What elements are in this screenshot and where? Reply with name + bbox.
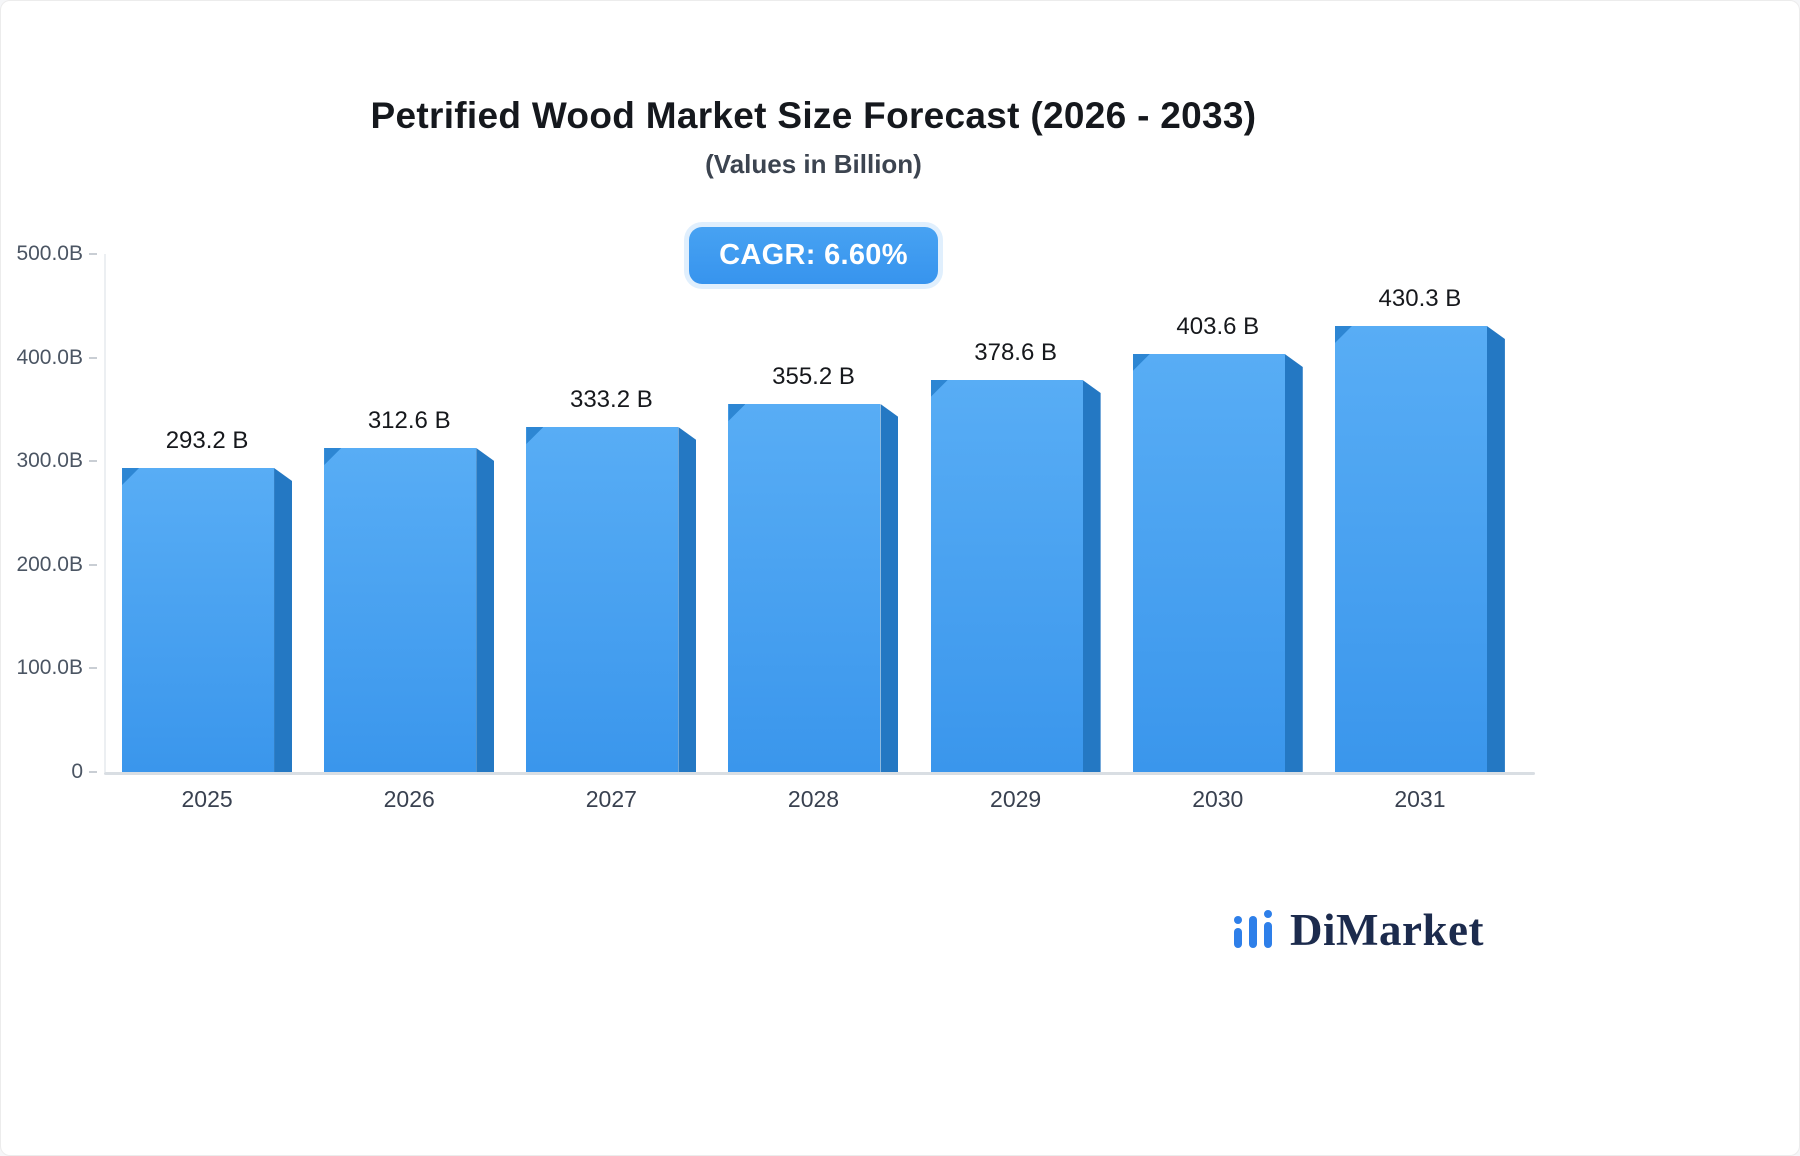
bars-layer: 293.2 B 312.6 B 333.2 B 355.2 B 378.6 B 403.6…	[106, 254, 1521, 772]
bar-2025[interactable]: 293.2 B	[122, 427, 293, 772]
x-axis: 2025 2026 2027 2028 2029 2030 2031	[106, 786, 1521, 822]
cagr-badge-wrap: CAGR: 6.60%	[106, 227, 1521, 284]
x-axis-line	[104, 772, 1535, 775]
bar-slot: 378.6 B	[915, 254, 1117, 772]
bar-value-label: 378.6 B	[974, 339, 1057, 366]
y-tick-label: 500.0B	[16, 242, 83, 265]
bar-slot: 333.2 B	[510, 254, 712, 772]
bar-face	[122, 468, 275, 772]
bar-side-shade	[880, 404, 899, 772]
bar-side-shade	[1082, 380, 1101, 772]
chart-title: Petrified Wood Market Size Forecast (202…	[370, 95, 1257, 136]
bar-face	[930, 380, 1083, 772]
bar-2028[interactable]: 355.2 B	[728, 363, 899, 772]
y-tick-label: 400.0B	[16, 345, 83, 369]
bar-chart-icon	[1234, 910, 1272, 948]
bar-face	[1334, 326, 1487, 772]
y-axis: 500.0B 400.0B 300.0B 200.0B 100.0B 0	[1, 242, 97, 783]
chart-subtitle: (Values in Billion)	[705, 149, 922, 179]
y-tick-label: 300.0B	[16, 449, 83, 473]
bar-side-shade	[678, 427, 697, 772]
bar-2029[interactable]: 378.6 B	[930, 339, 1101, 772]
y-tick-mark	[89, 253, 97, 255]
y-tick-mark	[89, 667, 97, 670]
bar-face	[526, 427, 679, 772]
y-tick-mark	[89, 563, 97, 566]
bar-face	[324, 448, 477, 772]
bar-slot: 355.2 B	[712, 254, 914, 772]
bar-face	[1132, 354, 1285, 772]
bar-value-label: 355.2 B	[772, 363, 855, 390]
x-tick-label: 2028	[787, 786, 840, 812]
bar-side-shade	[1284, 354, 1303, 772]
plot-area: 293.2 B 312.6 B 333.2 B 355.2 B 378.6 B 403.6…	[104, 254, 1535, 775]
x-tick-label: 2030	[1192, 786, 1244, 812]
y-tick-mark	[89, 460, 97, 463]
brand-logo: DiMarket	[1229, 904, 1484, 956]
bar-value-label: 293.2 B	[165, 427, 249, 454]
y-tick-label: 200.0B	[16, 552, 83, 576]
bar-side-shade	[1486, 326, 1505, 772]
y-tick-label: 0	[71, 760, 83, 783]
bar-2026[interactable]: 312.6 B	[324, 407, 495, 772]
x-tick-label: 2029	[990, 786, 1042, 812]
bar-side-shade	[476, 448, 495, 772]
y-tick-mark	[89, 356, 97, 359]
bar-value-label: 430.3 B	[1378, 285, 1462, 312]
brand-logo-text: DiMarket	[1290, 905, 1484, 955]
bar-slot: 430.3 B	[1319, 254, 1521, 772]
bar-side-shade	[274, 468, 293, 772]
bar-face	[728, 404, 881, 772]
x-tick-label: 2026	[383, 786, 435, 812]
bar-value-label: 403.6 B	[1176, 313, 1260, 340]
y-tick-mark	[89, 771, 97, 773]
y-axis-line	[104, 254, 106, 772]
x-tick-label: 2025	[181, 786, 233, 812]
bar-2027[interactable]: 333.2 B	[526, 386, 697, 772]
bar-slot: 293.2 B	[106, 254, 308, 772]
y-tick-label: 100.0B	[16, 656, 83, 680]
bar-2030[interactable]: 403.6 B	[1132, 313, 1303, 772]
x-tick-label: 2031	[1394, 786, 1446, 812]
cagr-badge: CAGR: 6.60%	[689, 227, 938, 284]
bar-2031[interactable]: 430.3 B	[1334, 285, 1505, 772]
bar-slot: 312.6 B	[308, 254, 510, 772]
bar-value-label: 333.2 B	[569, 386, 653, 413]
bar-value-label: 312.6 B	[367, 407, 451, 434]
x-tick-label: 2027	[585, 786, 637, 812]
bar-slot: 403.6 B	[1117, 254, 1319, 772]
